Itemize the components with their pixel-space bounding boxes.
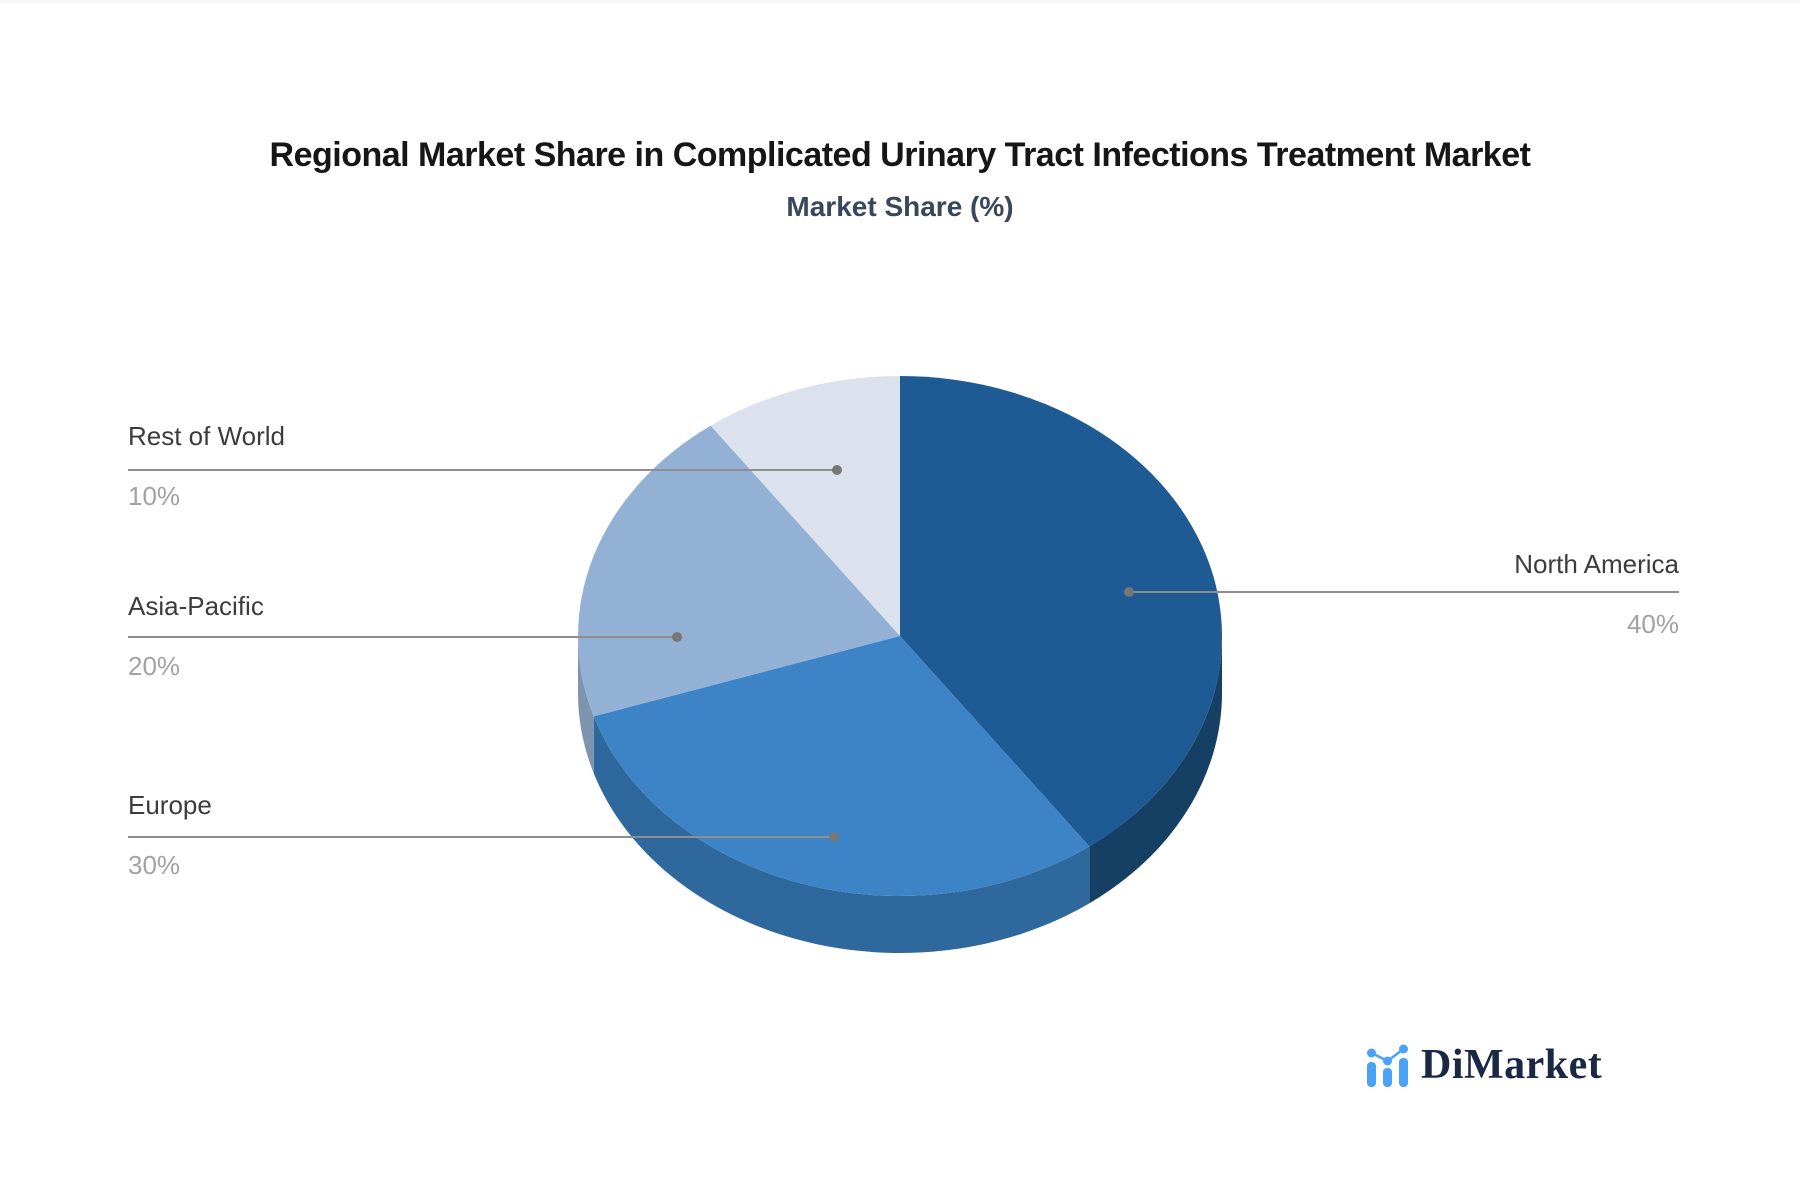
bar-chart-sparkline-icon — [1367, 1044, 1408, 1087]
leader-dot-asia-pacific — [672, 632, 682, 642]
slice-label-name: Rest of World — [128, 421, 286, 451]
slice-label-name: Asia-Pacific — [128, 591, 264, 621]
leader-dot-europe — [829, 832, 839, 842]
dimarket-logo: DiMarket — [1363, 1040, 1602, 1092]
leader-dot-north-america — [1124, 587, 1134, 597]
slice-label-value: 20% — [128, 651, 181, 681]
top-edge-divider — [0, 0, 1800, 3]
slice-label-value: 40% — [1626, 609, 1679, 639]
slice-label-asia-pacific: Asia-Pacific 20% — [128, 591, 264, 682]
slice-label-value: 10% — [128, 481, 181, 511]
pie-slice-depth-asia-pacific — [578, 636, 594, 774]
leader-dot-rest-of-world — [832, 465, 842, 475]
slice-label-north-america: North America 40% — [1514, 549, 1679, 640]
logo-text: DiMarket — [1421, 1042, 1603, 1088]
pie-slice-rest-of-world[interactable] — [710, 376, 900, 636]
pie-slice-depth-north-america — [1089, 636, 1222, 904]
chart-title: Regional Market Share in Complicated Uri… — [269, 136, 1531, 174]
slice-label-name: Europe — [128, 790, 212, 820]
pie-slice-asia-pacific[interactable] — [578, 425, 900, 717]
chart-subtitle: Market Share (%) — [786, 191, 1014, 222]
pie-slice-europe[interactable] — [593, 636, 1090, 896]
slice-label-name: North America — [1514, 549, 1679, 579]
pie-slice-depth-europe — [593, 716, 1090, 953]
slice-label-europe: Europe 30% — [128, 790, 212, 881]
pie-slice-north-america[interactable] — [900, 376, 1222, 847]
slice-label-rest-of-world: Rest of World 10% — [128, 421, 285, 512]
slice-label-value: 30% — [128, 850, 181, 880]
